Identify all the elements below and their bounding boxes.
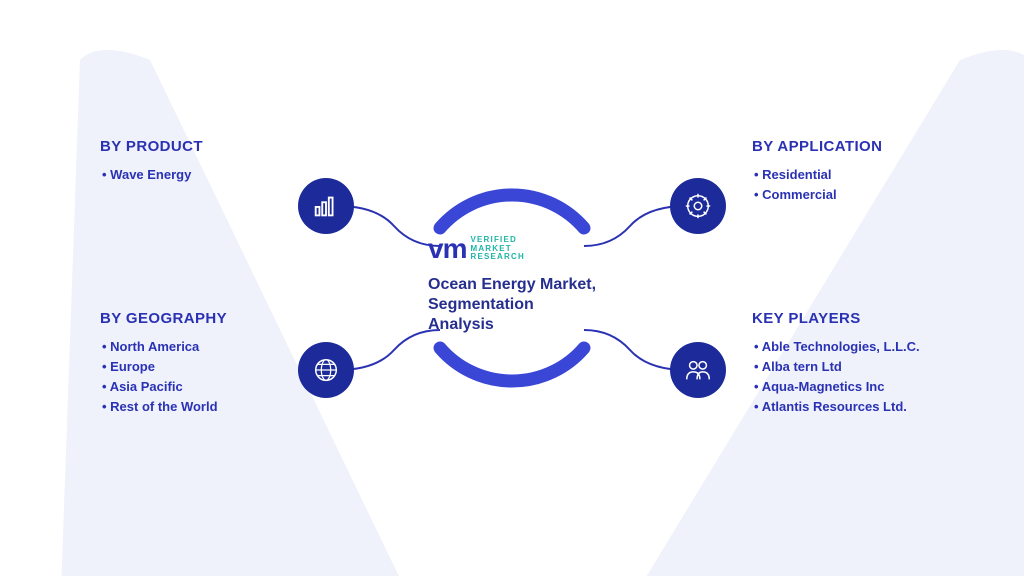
list-by-product: Wave Energy	[100, 165, 330, 185]
section-by-application: BY APPLICATION Residential Commercial	[752, 138, 982, 205]
list-by-geography: North America Europe Asia Pacific Rest o…	[100, 337, 330, 418]
logo-mark: vm	[428, 233, 466, 265]
section-by-geography: BY GEOGRAPHY North America Europe Asia P…	[100, 310, 330, 418]
list-key-players: Able Technologies, L.L.C. Alba tern Ltd …	[752, 337, 982, 418]
list-item: Able Technologies, L.L.C.	[754, 337, 982, 357]
heading-by-geography: BY GEOGRAPHY	[100, 310, 330, 327]
gear-icon	[670, 178, 726, 234]
logo-text: VERIFIED MARKET RESEARCH	[470, 236, 525, 261]
logo: vm VERIFIED MARKET RESEARCH	[428, 233, 602, 265]
list-item: Aqua-Magnetics Inc	[754, 377, 982, 397]
list-item: North America	[102, 337, 330, 357]
list-item: Residential	[754, 165, 982, 185]
section-key-players: KEY PLAYERS Able Technologies, L.L.C. Al…	[752, 310, 982, 418]
arc-bottom	[440, 348, 584, 381]
heading-by-product: BY PRODUCT	[100, 138, 330, 155]
list-item: Wave Energy	[102, 165, 330, 185]
list-by-application: Residential Commercial	[752, 165, 982, 205]
center-content: vm VERIFIED MARKET RESEARCH Ocean Energy…	[422, 241, 602, 335]
arc-top	[440, 195, 584, 228]
center-hub: vm VERIFIED MARKET RESEARCH Ocean Energy…	[382, 158, 642, 418]
section-by-product: BY PRODUCT Wave Energy	[100, 138, 330, 185]
list-item: Asia Pacific	[102, 377, 330, 397]
logo-text-line3: RESEARCH	[470, 252, 525, 261]
list-item: Europe	[102, 357, 330, 377]
list-item: Alba tern Ltd	[754, 357, 982, 377]
people-icon	[670, 342, 726, 398]
center-title: Ocean Energy Market, Segmentation Analys…	[428, 275, 602, 335]
bar-chart-icon	[298, 178, 354, 234]
heading-key-players: KEY PLAYERS	[752, 310, 982, 327]
list-item: Rest of the World	[102, 397, 330, 417]
heading-by-application: BY APPLICATION	[752, 138, 982, 155]
list-item: Atlantis Resources Ltd.	[754, 397, 982, 417]
list-item: Commercial	[754, 185, 982, 205]
diagram-canvas: vm VERIFIED MARKET RESEARCH Ocean Energy…	[0, 0, 1024, 576]
